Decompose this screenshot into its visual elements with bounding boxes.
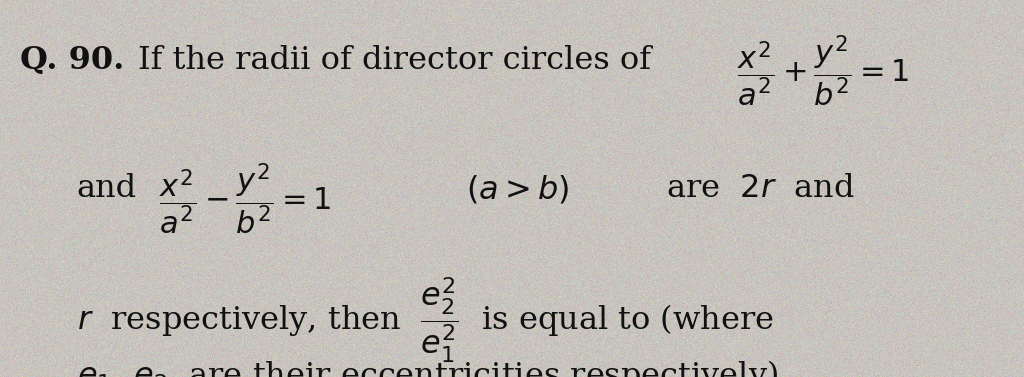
- Text: $\dfrac{x^2}{a^2}+\dfrac{y^2}{b^2}=1$: $\dfrac{x^2}{a^2}+\dfrac{y^2}{b^2}=1$: [737, 34, 909, 109]
- Text: and: and: [77, 173, 137, 204]
- Text: $r$  respectively, then  $\dfrac{e_2^2}{e_1^2}$  is equal to (where: $r$ respectively, then $\dfrac{e_2^2}{e_…: [77, 275, 774, 365]
- Text: If the radii of director circles of: If the radii of director circles of: [138, 45, 651, 76]
- Text: $(a > b)$: $(a > b)$: [466, 173, 569, 205]
- Text: Q. 90.: Q. 90.: [20, 45, 125, 76]
- Text: are  $2r$  and: are $2r$ and: [666, 173, 854, 204]
- Text: $e_1,\, e_2$  are their eccentricities respectively): $e_1,\, e_2$ are their eccentricities re…: [77, 358, 778, 377]
- Text: $\dfrac{x^2}{a^2}-\dfrac{y^2}{b^2}=1$: $\dfrac{x^2}{a^2}-\dfrac{y^2}{b^2}=1$: [159, 162, 331, 238]
